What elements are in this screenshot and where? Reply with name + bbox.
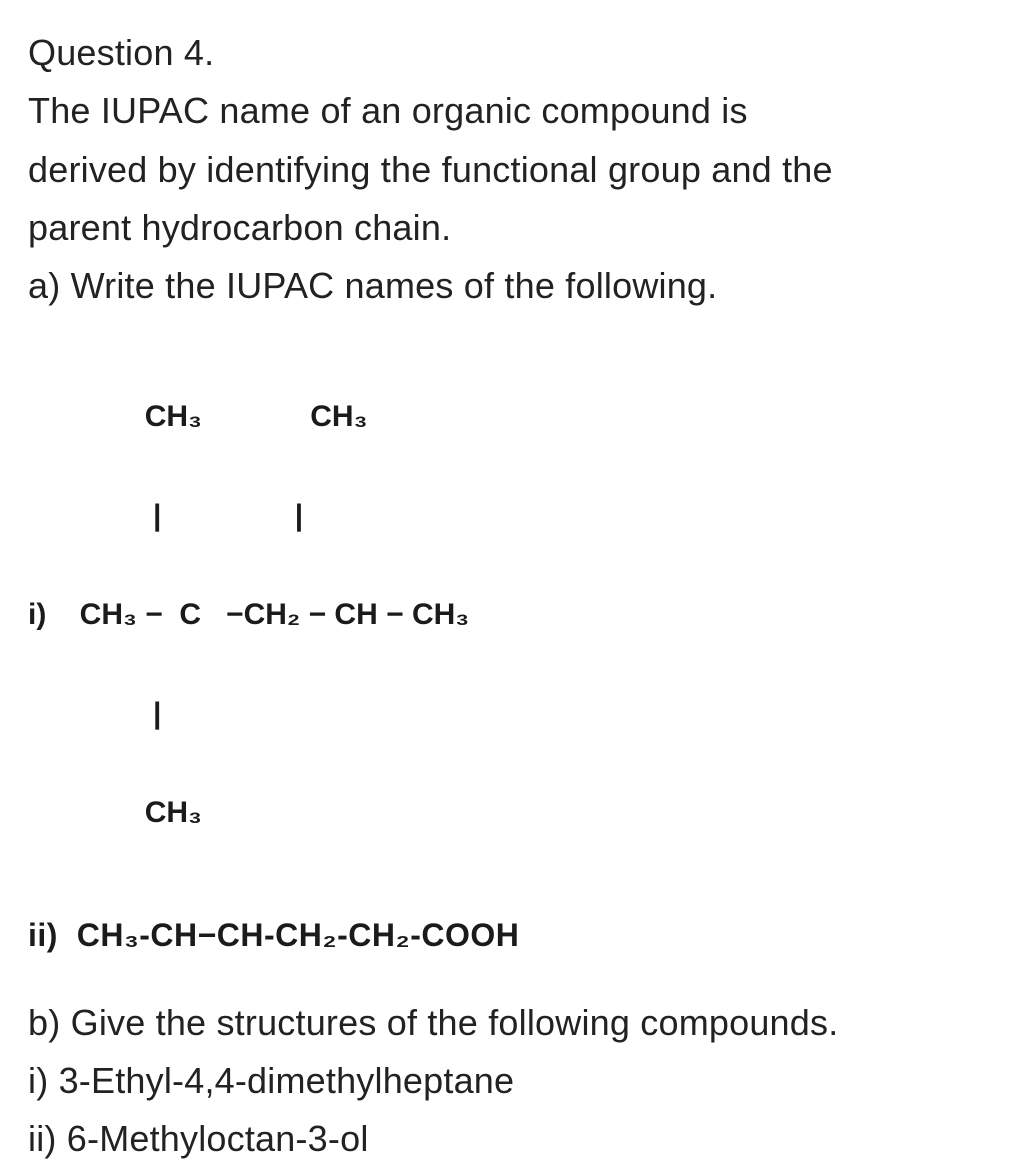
structure-i-row5: CH₃ bbox=[28, 796, 996, 829]
structure-i-row3: i) CH₃ − C −CH₂ − CH − CH₃ bbox=[28, 598, 996, 631]
structure-i-row2: | | bbox=[28, 499, 996, 532]
part-b-i: i) 3-Ethyl-4,4-dimethylheptane bbox=[28, 1052, 996, 1110]
intro-line-1: The IUPAC name of an organic compound is bbox=[28, 82, 996, 140]
structure-i-row1: CH₃ CH₃ bbox=[28, 400, 996, 433]
structure-i-row4: | bbox=[28, 697, 996, 730]
part-a-prompt: a) Write the IUPAC names of the followin… bbox=[28, 257, 996, 315]
part-a-ii: ii) CH₃-CH−CH-CH₂-CH₂-COOH bbox=[28, 917, 996, 954]
part-b-prompt: b) Give the structures of the following … bbox=[28, 994, 996, 1052]
part-b-ii: ii) 6-Methyloctan-3-ol bbox=[28, 1110, 996, 1168]
part-a-ii-formula: CH₃-CH−CH-CH₂-CH₂-COOH bbox=[77, 917, 520, 953]
question-heading: Question 4. bbox=[28, 24, 996, 82]
intro-line-2: derived by identifying the functional gr… bbox=[28, 141, 996, 199]
part-a-ii-label: ii) bbox=[28, 917, 58, 953]
structure-i: CH₃ CH₃ | | i) CH₃ − C −CH₂ − CH − CH₃ |… bbox=[28, 334, 996, 895]
intro-line-3: parent hydrocarbon chain. bbox=[28, 199, 996, 257]
